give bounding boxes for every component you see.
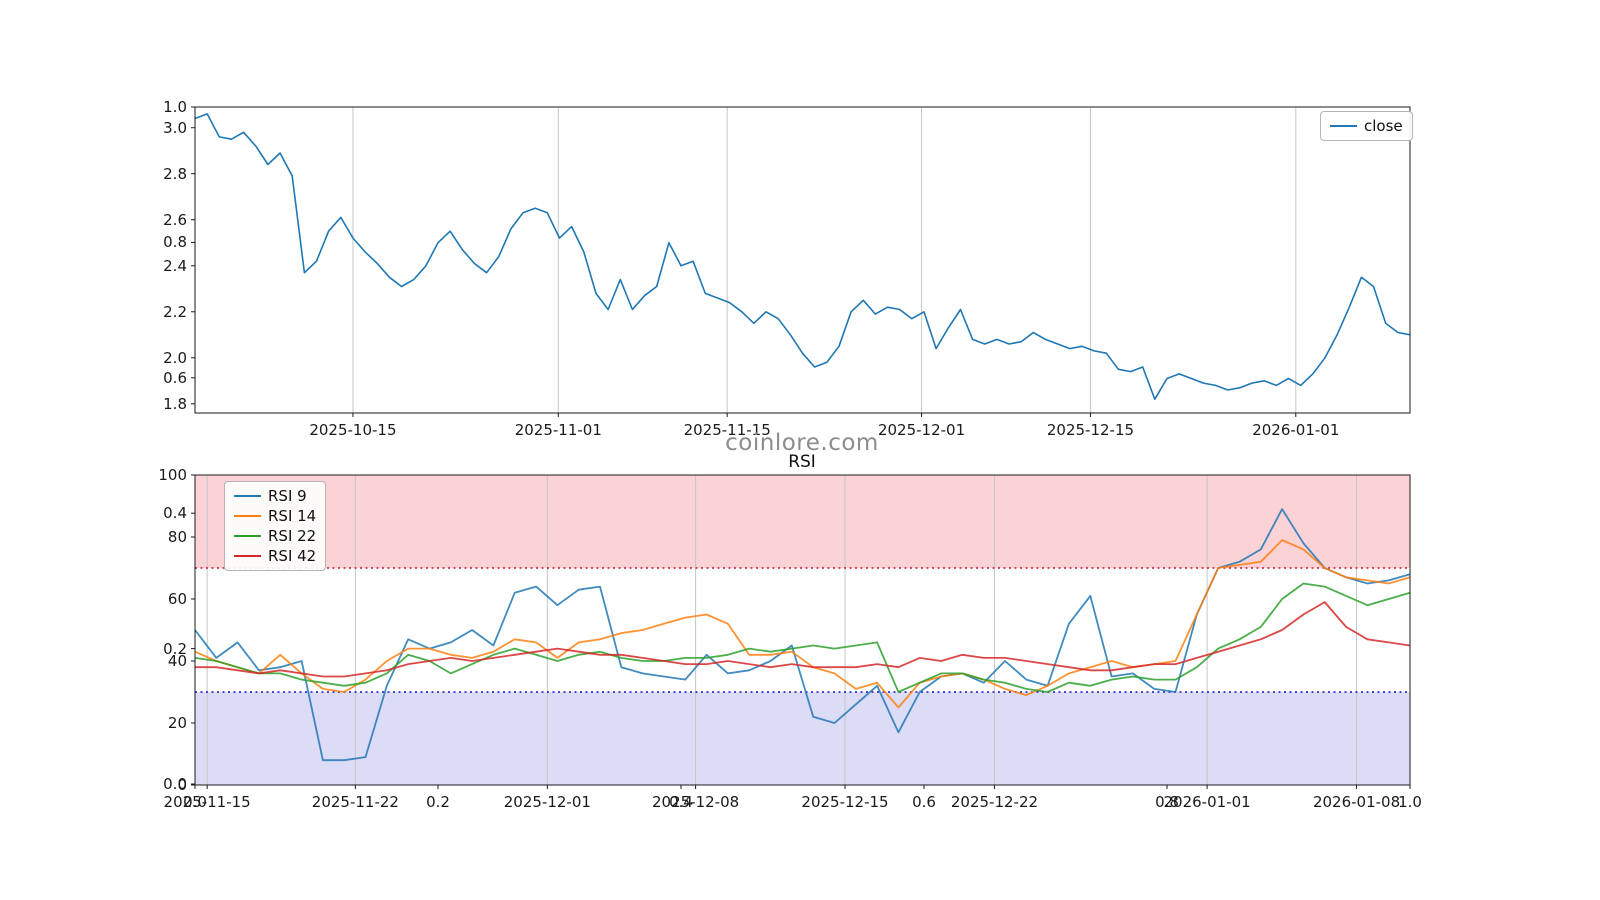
rsi-42-line xyxy=(195,601,1411,678)
rsi-22-swatch xyxy=(234,535,261,537)
legend-label-rsi-22: RSI 22 xyxy=(268,527,317,545)
price-plot-border xyxy=(194,106,1411,414)
legend-label-rsi-9: RSI 9 xyxy=(268,487,307,505)
rsi-axes-title: RSI xyxy=(788,452,816,472)
price-legend: close xyxy=(1320,111,1413,141)
legend-item-close: close xyxy=(1330,116,1403,136)
oversold-band xyxy=(195,692,1410,785)
legend-item-rsi-22: RSI 22 xyxy=(234,526,316,546)
watermark-text: coinlore.com xyxy=(725,430,879,456)
close-line-swatch xyxy=(1330,125,1357,127)
rsi-42-swatch xyxy=(234,555,261,557)
rsi-plot-border xyxy=(194,474,1411,786)
legend-label-rsi-14: RSI 14 xyxy=(268,507,317,525)
rsi-legend: RSI 9 RSI 14 RSI 22 RSI 42 xyxy=(224,481,327,571)
legend-item-rsi-14: RSI 14 xyxy=(234,506,316,526)
rsi-22-line xyxy=(194,582,1411,693)
close-line xyxy=(194,113,1411,401)
rsi-14-line xyxy=(194,539,1411,709)
overbought-band xyxy=(195,475,1410,568)
legend-item-rsi-9: RSI 9 xyxy=(234,486,316,506)
legend-label-rsi-42: RSI 42 xyxy=(268,547,317,565)
legend-label-close: close xyxy=(1364,117,1403,135)
rsi-9-swatch xyxy=(234,495,261,497)
rsi-14-swatch xyxy=(234,515,261,517)
legend-item-rsi-42: RSI 42 xyxy=(234,546,316,566)
